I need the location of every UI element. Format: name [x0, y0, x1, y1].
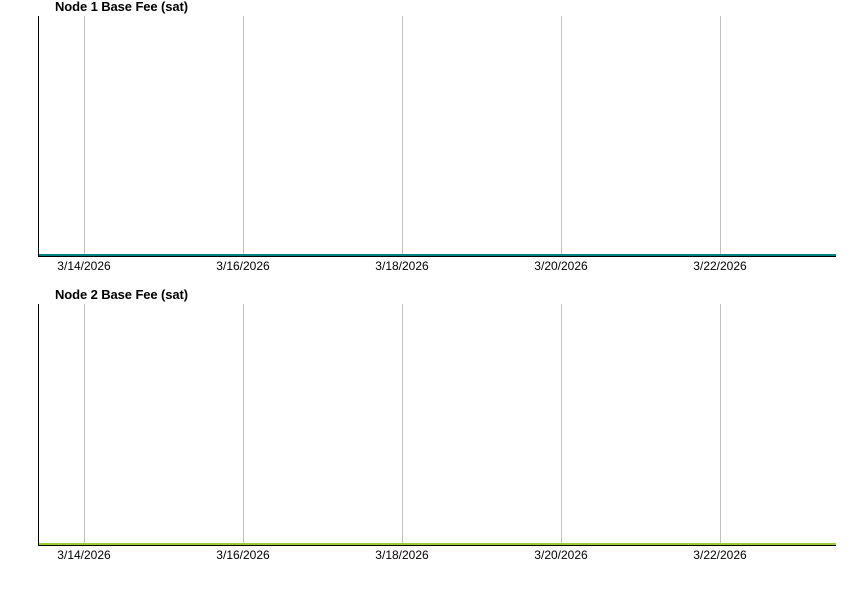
y-axis-node-1 — [38, 16, 39, 257]
x-tick-label: 3/14/2026 — [57, 548, 111, 562]
plot-area-node-2 — [38, 304, 836, 546]
gridline — [720, 16, 721, 257]
gridline — [243, 304, 244, 546]
series-line-node-2 — [39, 543, 836, 545]
chart-panel-node-1: Node 1 Base Fee (sat) 3/14/2026 3/16/202… — [0, 0, 860, 288]
x-tick-label: 3/14/2026 — [57, 259, 111, 273]
chart-title-node-2: Node 2 Base Fee (sat) — [55, 287, 189, 302]
x-tick-label: 3/20/2026 — [534, 259, 588, 273]
x-tick-label: 3/16/2026 — [216, 259, 270, 273]
chart-panel-node-2: Node 2 Base Fee (sat) 3/14/2026 3/16/202… — [0, 287, 860, 600]
gridline — [720, 304, 721, 546]
gridline — [402, 16, 403, 257]
gridline — [561, 304, 562, 546]
x-tick-label: 3/18/2026 — [375, 259, 429, 273]
plot-area-node-1 — [38, 16, 836, 257]
x-tick-label: 3/20/2026 — [534, 548, 588, 562]
chart-title-node-1: Node 1 Base Fee (sat) — [55, 0, 189, 14]
x-tick-label: 3/18/2026 — [375, 548, 429, 562]
x-tick-labels-node-2: 3/14/2026 3/16/2026 3/18/2026 3/20/2026 … — [38, 548, 836, 564]
gridline — [84, 16, 85, 257]
y-axis-node-2 — [38, 304, 39, 546]
x-tick-labels-node-1: 3/14/2026 3/16/2026 3/18/2026 3/20/2026 … — [38, 259, 836, 275]
series-line-node-1 — [39, 254, 836, 256]
gridline — [243, 16, 244, 257]
gridline — [561, 16, 562, 257]
gridline — [84, 304, 85, 546]
x-tick-label: 3/16/2026 — [216, 548, 270, 562]
x-axis-node-2 — [38, 545, 836, 546]
gridline — [402, 304, 403, 546]
x-tick-label: 3/22/2026 — [693, 259, 747, 273]
x-tick-label: 3/22/2026 — [693, 548, 747, 562]
x-axis-node-1 — [38, 256, 836, 257]
